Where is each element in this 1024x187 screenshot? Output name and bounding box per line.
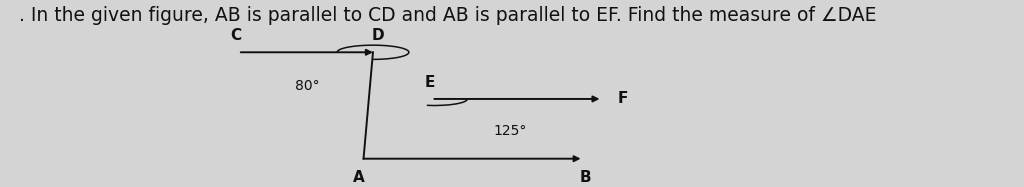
- Text: 80°: 80°: [295, 79, 319, 93]
- Text: F: F: [618, 91, 629, 106]
- Text: C: C: [230, 28, 242, 43]
- Text: D: D: [372, 28, 384, 43]
- Text: 125°: 125°: [494, 124, 526, 138]
- Text: B: B: [580, 170, 591, 185]
- Text: E: E: [424, 75, 435, 90]
- Text: . In the given figure, AB is parallel to CD and AB is parallel to EF. Find the m: . In the given figure, AB is parallel to…: [18, 6, 877, 25]
- Text: A: A: [353, 170, 365, 185]
